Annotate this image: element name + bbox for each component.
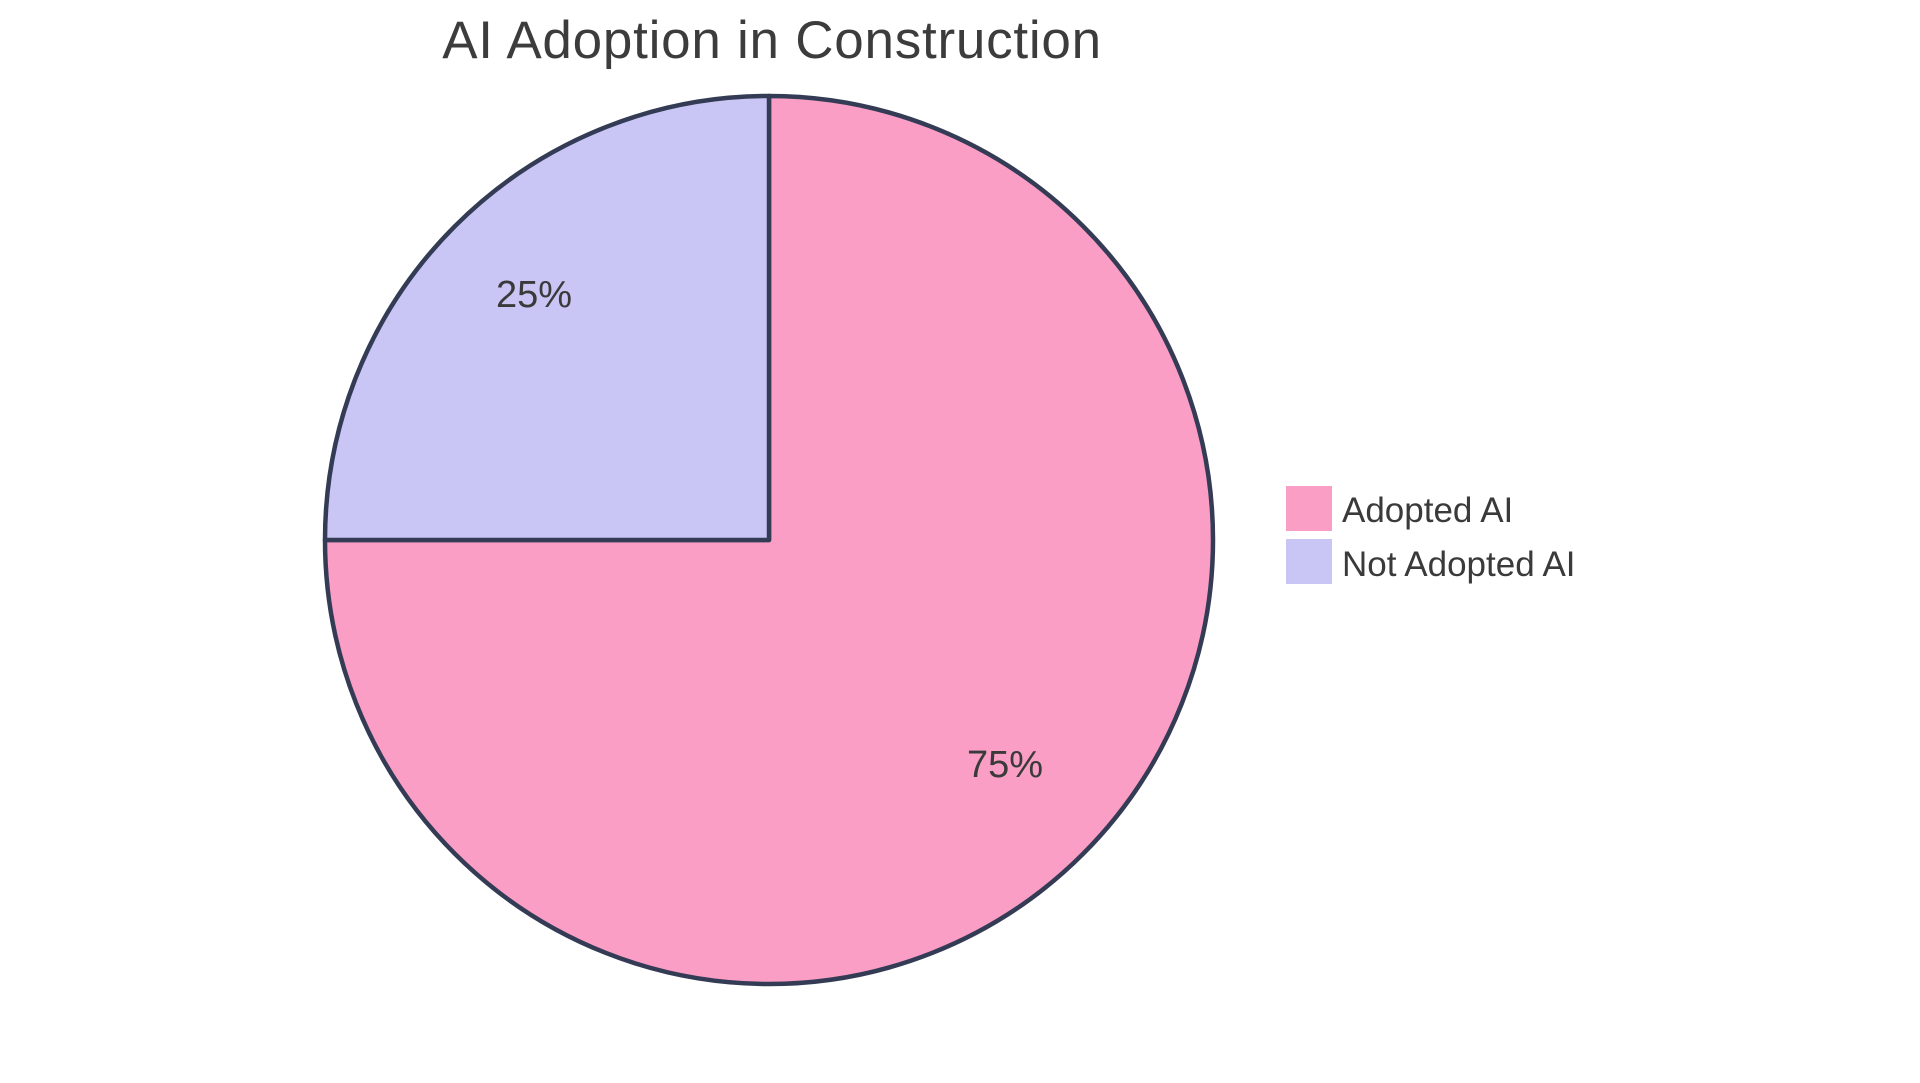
- svg-text:Adopted AI: Adopted AI: [1342, 491, 1513, 530]
- svg-text:75%: 75%: [967, 744, 1043, 786]
- svg-text:25%: 25%: [496, 274, 572, 316]
- svg-text:Not Adopted AI: Not Adopted AI: [1342, 545, 1576, 584]
- svg-text:AI Adoption in Construction: AI Adoption in Construction: [442, 11, 1102, 70]
